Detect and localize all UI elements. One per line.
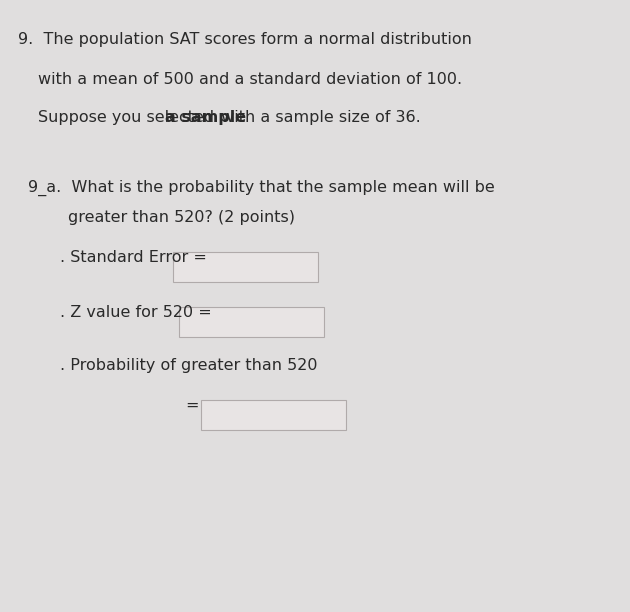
Text: Suppose you selected: Suppose you selected <box>38 110 219 125</box>
Text: 9_a.  What is the probability that the sample mean will be: 9_a. What is the probability that the sa… <box>28 180 495 196</box>
Text: 9.  The population SAT scores form a normal distribution: 9. The population SAT scores form a norm… <box>18 32 472 47</box>
Text: a sample: a sample <box>165 110 246 125</box>
FancyBboxPatch shape <box>173 252 318 282</box>
Text: . Probability of greater than 520: . Probability of greater than 520 <box>60 358 318 373</box>
FancyBboxPatch shape <box>201 400 346 430</box>
Text: with a mean of 500 and a standard deviation of 100.: with a mean of 500 and a standard deviat… <box>38 72 462 87</box>
Text: . Standard Error =: . Standard Error = <box>60 250 207 265</box>
Text: . Z value for 520 =: . Z value for 520 = <box>60 305 212 320</box>
Text: =: = <box>185 398 198 413</box>
Text: with a sample size of 36.: with a sample size of 36. <box>216 110 421 125</box>
FancyBboxPatch shape <box>179 307 324 337</box>
Text: greater than 520? (2 points): greater than 520? (2 points) <box>68 210 295 225</box>
